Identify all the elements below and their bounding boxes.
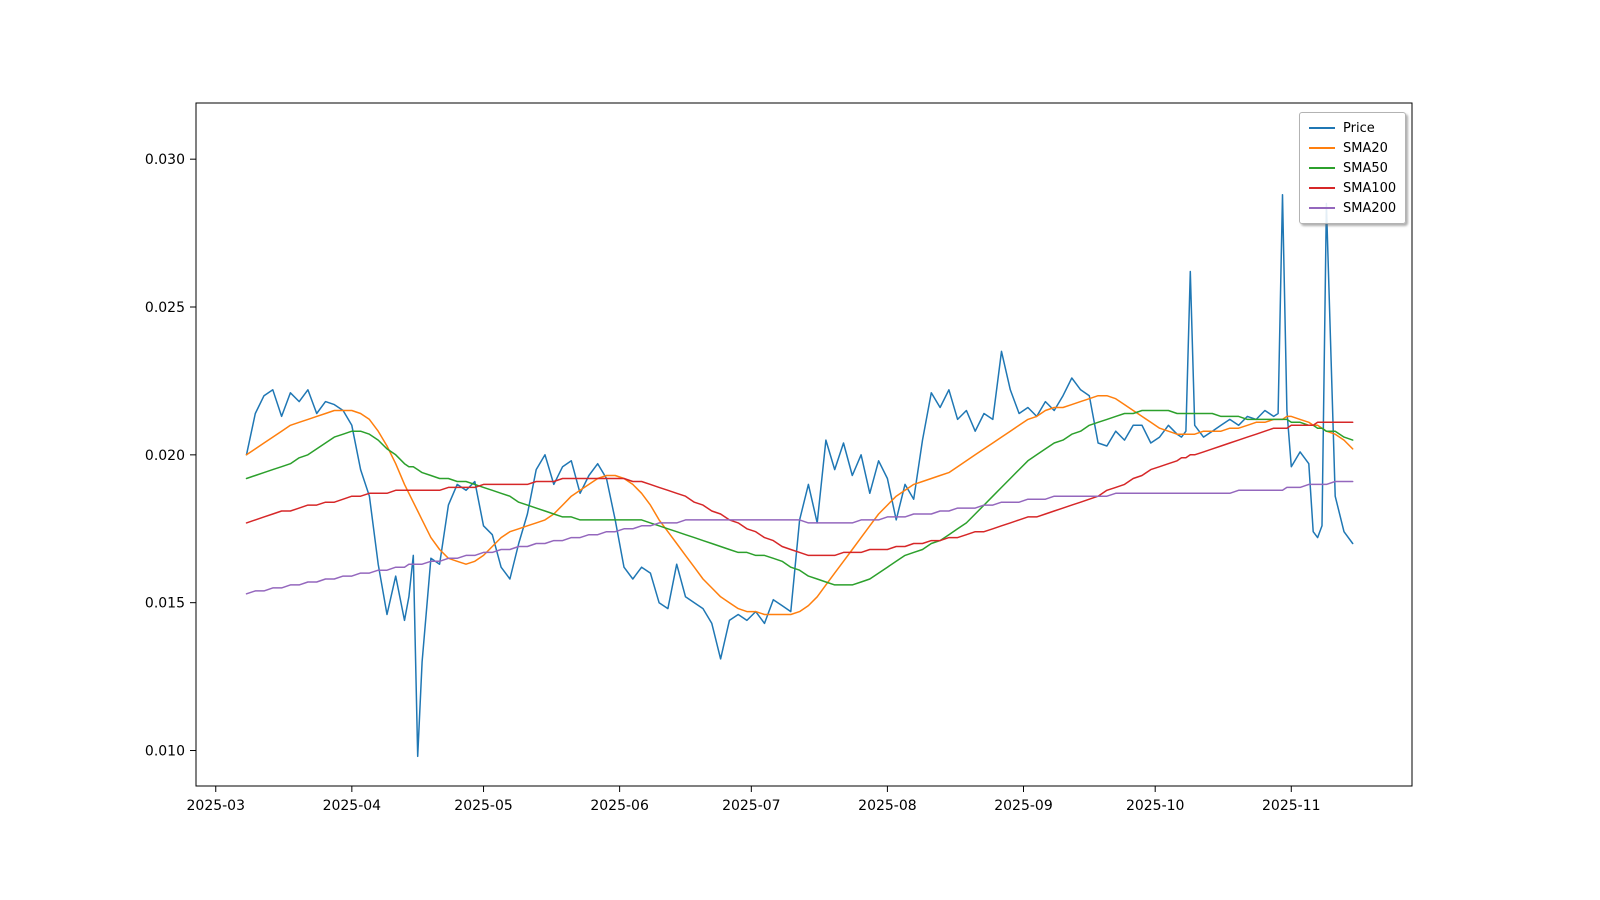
legend-entry-sma50: SMA50 xyxy=(1309,158,1396,178)
legend-entry-sma100: SMA100 xyxy=(1309,178,1396,198)
legend-line-sample-sma20 xyxy=(1309,147,1335,149)
y-tick-label: 0.015 xyxy=(145,596,185,612)
series-line-price xyxy=(245,193,1354,758)
legend: Price SMA20 SMA50 SMA100 SMA200 xyxy=(1299,112,1407,224)
x-tick-label: 2025-05 xyxy=(454,798,513,814)
x-tick-label: 2025-03 xyxy=(187,798,246,814)
x-tick-label: 2025-09 xyxy=(994,798,1053,814)
legend-label-sma200: SMA200 xyxy=(1343,200,1397,216)
series-line-sma100 xyxy=(245,421,1354,557)
x-tick-label: 2025-10 xyxy=(1126,798,1185,814)
legend-label-sma50: SMA50 xyxy=(1343,160,1388,176)
x-tick-label: 2025-08 xyxy=(858,798,917,814)
legend-label-sma100: SMA100 xyxy=(1343,180,1397,196)
x-tick-label: 2025-07 xyxy=(722,798,781,814)
legend-line-sample-sma200 xyxy=(1309,207,1335,209)
legend-label-price: Price xyxy=(1343,120,1375,136)
legend-entry-sma20: SMA20 xyxy=(1309,138,1396,158)
legend-entry-sma200: SMA200 xyxy=(1309,198,1396,218)
series-line-sma50 xyxy=(245,409,1354,586)
series-line-sma200 xyxy=(245,480,1354,595)
x-tick-label: 2025-06 xyxy=(590,798,649,814)
legend-label-sma20: SMA20 xyxy=(1343,140,1388,156)
series-line-sma20 xyxy=(245,394,1354,616)
legend-line-sample-sma50 xyxy=(1309,167,1335,169)
y-tick-label: 0.020 xyxy=(145,448,185,464)
y-tick-label: 0.010 xyxy=(145,744,185,760)
legend-line-sample-sma100 xyxy=(1309,187,1335,189)
y-tick-label: 0.030 xyxy=(145,152,185,168)
y-tick-label: 0.025 xyxy=(145,300,185,316)
plot-border xyxy=(195,102,1413,787)
x-tick-label: 2025-11 xyxy=(1262,798,1321,814)
legend-entry-price: Price xyxy=(1309,118,1396,138)
legend-line-sample-price xyxy=(1309,127,1335,129)
x-tick-label: 2025-04 xyxy=(323,798,382,814)
